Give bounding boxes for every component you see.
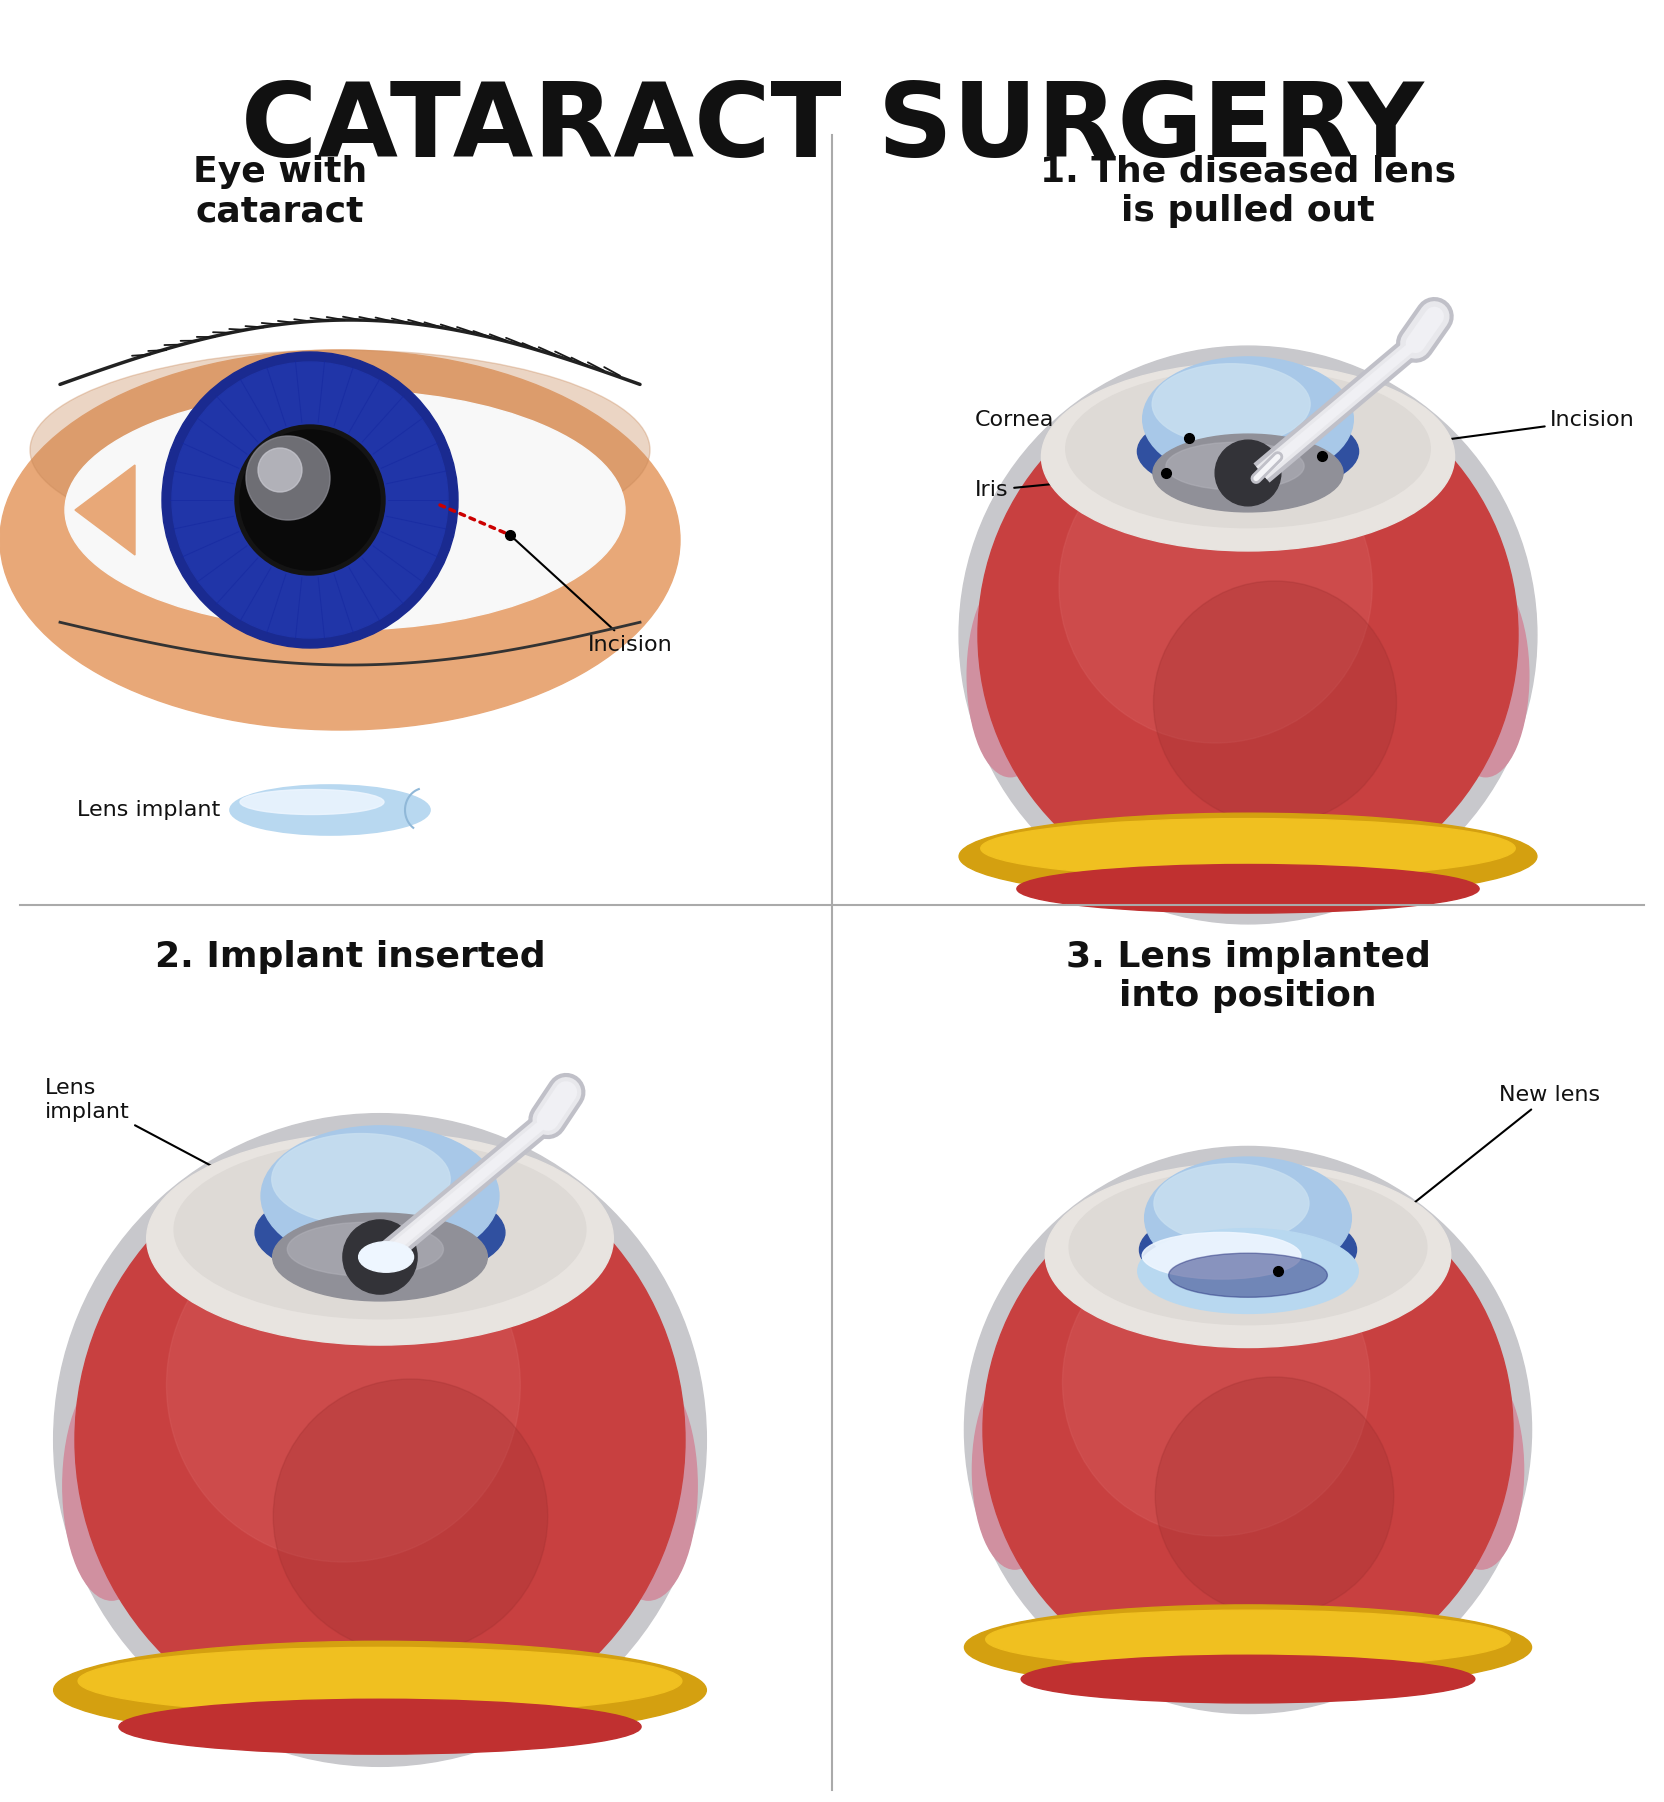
- Circle shape: [1063, 1229, 1369, 1535]
- Circle shape: [235, 425, 384, 575]
- Ellipse shape: [271, 1133, 451, 1225]
- Ellipse shape: [97, 1391, 151, 1519]
- Ellipse shape: [1143, 357, 1353, 481]
- Circle shape: [343, 1220, 418, 1294]
- Ellipse shape: [972, 1370, 1057, 1570]
- Circle shape: [75, 1135, 686, 1744]
- Circle shape: [965, 1146, 1531, 1714]
- Ellipse shape: [288, 1222, 443, 1276]
- Ellipse shape: [1022, 1656, 1474, 1703]
- Ellipse shape: [53, 1642, 706, 1739]
- Ellipse shape: [599, 1371, 697, 1600]
- Ellipse shape: [63, 1371, 160, 1600]
- Circle shape: [171, 362, 448, 638]
- Ellipse shape: [1153, 1164, 1310, 1243]
- Text: Incision: Incision: [1325, 411, 1636, 456]
- Ellipse shape: [78, 1647, 682, 1714]
- Ellipse shape: [118, 1699, 641, 1753]
- Circle shape: [1216, 1238, 1280, 1303]
- Ellipse shape: [255, 1184, 504, 1281]
- Text: New lens: New lens: [1331, 1085, 1601, 1269]
- Ellipse shape: [230, 786, 429, 834]
- Ellipse shape: [985, 1611, 1511, 1669]
- Ellipse shape: [980, 818, 1516, 878]
- Circle shape: [1153, 580, 1396, 824]
- Ellipse shape: [1142, 1233, 1301, 1279]
- Circle shape: [166, 1207, 521, 1562]
- Ellipse shape: [1439, 1370, 1524, 1570]
- Ellipse shape: [1138, 407, 1358, 496]
- Ellipse shape: [1166, 441, 1305, 490]
- Ellipse shape: [1153, 434, 1343, 512]
- Ellipse shape: [958, 813, 1538, 899]
- Circle shape: [273, 1379, 547, 1654]
- Text: 2. Implant inserted: 2. Implant inserted: [155, 941, 546, 975]
- Text: Iris: Iris: [975, 474, 1163, 499]
- Ellipse shape: [30, 350, 651, 550]
- Ellipse shape: [359, 1242, 414, 1272]
- Text: Cornea: Cornea: [975, 411, 1186, 460]
- Ellipse shape: [1002, 1388, 1050, 1499]
- Ellipse shape: [1168, 1242, 1303, 1288]
- Polygon shape: [75, 465, 135, 555]
- Circle shape: [1058, 431, 1373, 742]
- Text: Lens
implant: Lens implant: [45, 1078, 381, 1256]
- Ellipse shape: [609, 1391, 664, 1519]
- Ellipse shape: [967, 575, 1053, 777]
- Ellipse shape: [1042, 362, 1454, 551]
- Text: CATARACT SURGERY: CATARACT SURGERY: [241, 77, 1423, 178]
- Circle shape: [958, 346, 1538, 924]
- Ellipse shape: [1145, 1157, 1351, 1279]
- Text: Eye with
cataract: Eye with cataract: [193, 155, 368, 229]
- Ellipse shape: [1446, 1388, 1494, 1499]
- Ellipse shape: [1451, 591, 1499, 705]
- Circle shape: [161, 351, 458, 649]
- Circle shape: [258, 449, 301, 492]
- Ellipse shape: [1155, 1233, 1341, 1310]
- Ellipse shape: [175, 1141, 586, 1319]
- Ellipse shape: [65, 389, 626, 631]
- Ellipse shape: [146, 1132, 614, 1344]
- Ellipse shape: [0, 350, 681, 730]
- Ellipse shape: [965, 1606, 1531, 1690]
- Ellipse shape: [1070, 1169, 1426, 1324]
- Ellipse shape: [1151, 364, 1310, 445]
- Ellipse shape: [261, 1126, 499, 1267]
- Ellipse shape: [240, 789, 384, 815]
- Circle shape: [1155, 1377, 1394, 1616]
- Ellipse shape: [997, 591, 1045, 705]
- Circle shape: [978, 366, 1518, 905]
- Ellipse shape: [1045, 1162, 1451, 1348]
- Ellipse shape: [1443, 575, 1529, 777]
- Ellipse shape: [1017, 865, 1479, 914]
- Ellipse shape: [1168, 1252, 1328, 1297]
- Text: Lens implant: Lens implant: [77, 800, 220, 820]
- Text: 1. The diseased lens
is pulled out: 1. The diseased lens is pulled out: [1040, 155, 1456, 229]
- Ellipse shape: [1138, 1229, 1358, 1314]
- Circle shape: [983, 1166, 1513, 1696]
- Circle shape: [246, 436, 329, 521]
- Circle shape: [53, 1114, 706, 1766]
- Ellipse shape: [1065, 369, 1431, 528]
- Circle shape: [240, 431, 379, 569]
- Circle shape: [1215, 440, 1281, 506]
- Text: 3. Lens implanted
into position: 3. Lens implanted into position: [1065, 941, 1431, 1013]
- Ellipse shape: [273, 1213, 488, 1301]
- Text: Incision: Incision: [513, 537, 672, 654]
- Ellipse shape: [1140, 1207, 1356, 1292]
